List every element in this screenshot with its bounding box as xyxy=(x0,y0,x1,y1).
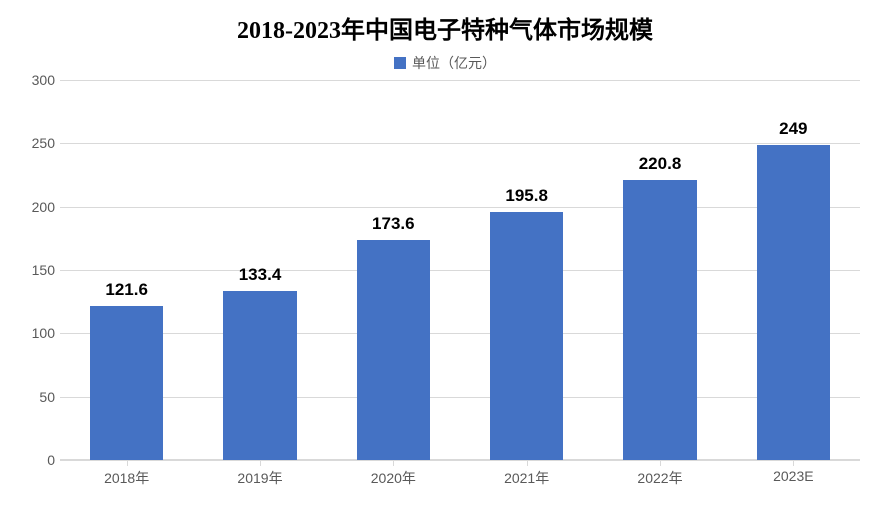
y-axis-label: 0 xyxy=(20,452,55,468)
gridline xyxy=(60,143,860,144)
y-axis-label: 300 xyxy=(20,72,55,88)
bar-value-label: 121.6 xyxy=(105,280,148,300)
bar-value-label: 133.4 xyxy=(239,265,282,285)
chart-title: 2018-2023年中国电子特种气体市场规模 xyxy=(0,0,890,45)
x-axis-label: 2020年 xyxy=(371,468,416,488)
y-axis-label: 150 xyxy=(20,262,55,278)
gridline xyxy=(60,270,860,271)
bar-value-label: 173.6 xyxy=(372,214,415,234)
bar xyxy=(357,240,430,460)
x-axis-label: 2019年 xyxy=(237,468,282,488)
bar-value-label: 220.8 xyxy=(639,154,682,174)
gridline xyxy=(60,80,860,81)
bar xyxy=(90,306,163,460)
chart-legend: 单位（亿元） xyxy=(0,53,890,73)
x-axis-label: 2023E xyxy=(773,468,813,484)
gridline xyxy=(60,333,860,334)
chart-plot-area: 050100150200250300121.6133.4173.6195.822… xyxy=(60,80,860,460)
x-axis-label: 2022年 xyxy=(637,468,682,488)
chart-plot: 050100150200250300121.6133.4173.6195.822… xyxy=(60,80,860,460)
bar-value-label: 249 xyxy=(779,119,807,139)
bar-value-label: 195.8 xyxy=(505,186,548,206)
x-axis-label: 2021年 xyxy=(504,468,549,488)
legend-label: 单位（亿元） xyxy=(412,53,496,73)
x-axis-label: 2018年 xyxy=(104,468,149,488)
y-axis-label: 200 xyxy=(20,199,55,215)
gridline xyxy=(60,397,860,398)
gridline xyxy=(60,207,860,208)
bar xyxy=(490,212,563,460)
bar xyxy=(223,291,296,460)
bar xyxy=(623,180,696,460)
y-axis-label: 250 xyxy=(20,135,55,151)
chart-x-axis: 2018年 2019年 2020年 2021年 2022年 2023E xyxy=(60,460,860,490)
y-axis-label: 50 xyxy=(20,389,55,405)
legend-swatch xyxy=(394,57,406,69)
y-axis-label: 100 xyxy=(20,325,55,341)
bar xyxy=(757,145,830,460)
